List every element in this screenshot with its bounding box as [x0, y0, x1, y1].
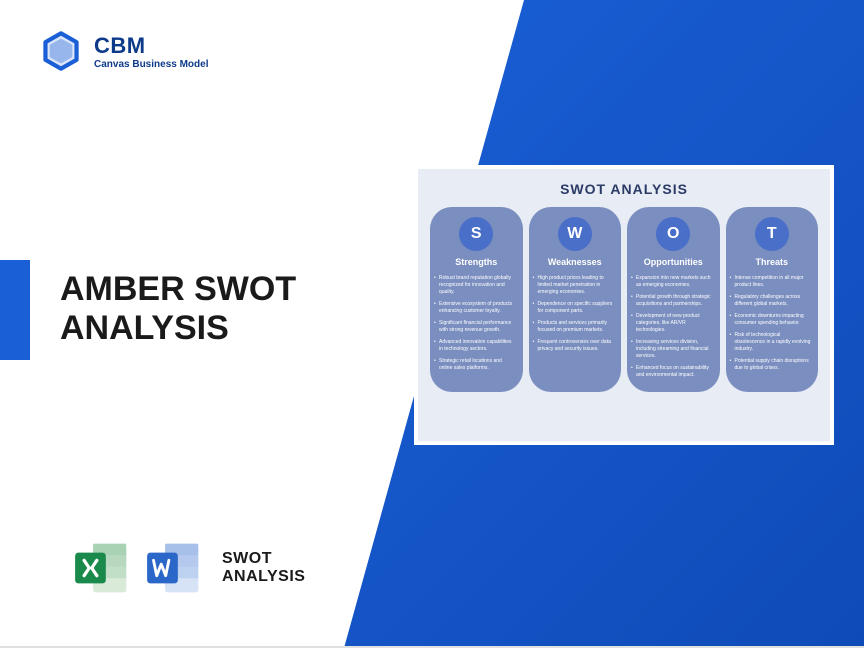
swot-column: T Threats Intense competition in all major…	[726, 207, 819, 392]
swot-item: Intense competition in all major product…	[732, 275, 813, 289]
swot-item: Potential growth through strategic acqui…	[633, 294, 714, 308]
swot-letter: T	[755, 217, 789, 251]
swot-letter: W	[558, 217, 592, 251]
logo-tagline: Canvas Business Model	[94, 59, 208, 70]
swot-item: Regulatory challenges across different g…	[732, 294, 813, 308]
swot-column: W Weaknesses High product prices leading t…	[529, 207, 622, 392]
swot-item: Extensive ecosystem of products enhancin…	[436, 301, 517, 315]
swot-label: Threats	[755, 257, 788, 267]
logo-name: CBM	[94, 33, 208, 59]
swot-items: Intense competition in all major product…	[732, 275, 813, 377]
swot-item: Frequent controversies over data privacy…	[535, 339, 616, 353]
excel-icon	[70, 536, 134, 600]
swot-column: O Opportunities Expansion into new markets…	[627, 207, 720, 392]
swot-item: Significant financial performance with s…	[436, 320, 517, 334]
swot-heading: SWOT ANALYSIS	[430, 181, 818, 197]
swot-letter: O	[656, 217, 690, 251]
file-label: SWOT ANALYSIS	[222, 550, 305, 585]
swot-columns: S Strengths Robust brand reputation global…	[430, 207, 818, 392]
swot-item: Products and services primarily focused …	[535, 320, 616, 334]
swot-item: Development of new product categories, l…	[633, 313, 714, 334]
swot-label: Weaknesses	[548, 257, 602, 267]
swot-label: Opportunities	[644, 257, 703, 267]
swot-letter: S	[459, 217, 493, 251]
swot-item: Enhanced focus on sustainability and env…	[633, 365, 714, 379]
swot-item: Expansion into new markets such as emerg…	[633, 275, 714, 289]
slide-canvas: CBM Canvas Business Model AMBER SWOT ANA…	[0, 0, 864, 648]
swot-items: Expansion into new markets such as emerg…	[633, 275, 714, 384]
swot-preview-card: SWOT ANALYSIS S Strengths Robust brand rep…	[414, 165, 834, 445]
swot-items: Robust brand reputation globally recogni…	[436, 275, 517, 377]
swot-column: S Strengths Robust brand reputation global…	[430, 207, 523, 392]
swot-item: Risk of technological obsolescence in a …	[732, 332, 813, 353]
word-icon	[142, 536, 206, 600]
accent-bar	[0, 260, 30, 360]
logo: CBM Canvas Business Model	[40, 30, 208, 72]
swot-items: High product prices leading to limited m…	[535, 275, 616, 358]
swot-item: Increasing services division, including …	[633, 339, 714, 360]
page-title: AMBER SWOT ANALYSIS	[60, 270, 296, 348]
swot-item: Dependence on specific suppliers for com…	[535, 301, 616, 315]
swot-item: Potential supply chain disruptions due t…	[732, 358, 813, 372]
swot-item: Economic downturns impacting consumer sp…	[732, 313, 813, 327]
swot-item: High product prices leading to limited m…	[535, 275, 616, 296]
swot-item: Advanced innovation capabilities in tech…	[436, 339, 517, 353]
swot-label: Strengths	[455, 257, 497, 267]
logo-icon	[40, 30, 82, 72]
swot-item: Robust brand reputation globally recogni…	[436, 275, 517, 296]
swot-item: Strategic retail locations and online sa…	[436, 358, 517, 372]
file-icons-row: SWOT ANALYSIS	[70, 536, 305, 600]
